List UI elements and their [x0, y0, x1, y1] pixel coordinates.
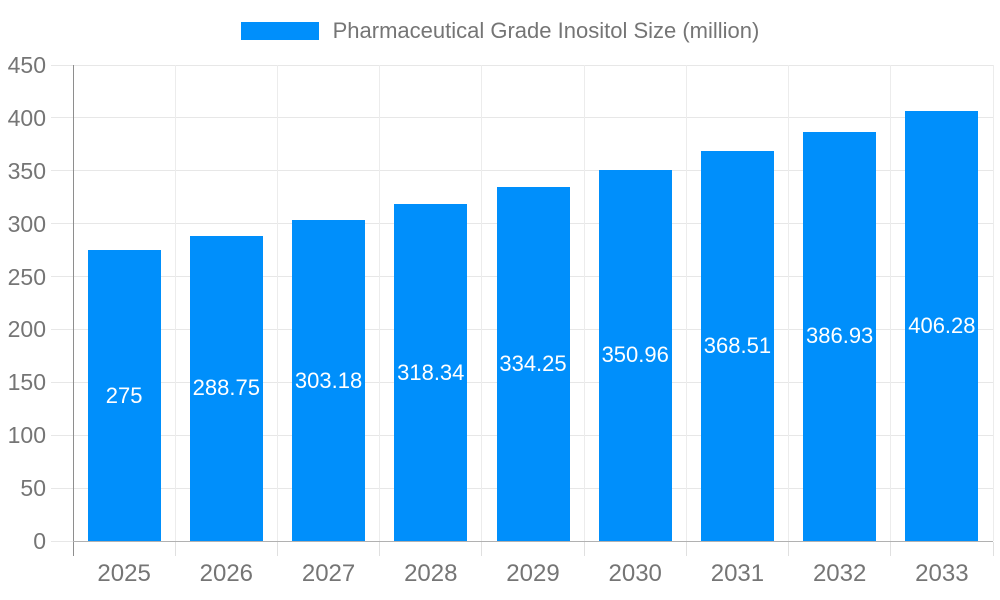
y-gridline: [51, 64, 993, 66]
x-axis-tick-label[interactable]: 2026: [199, 560, 254, 587]
y-axis-tick-label: 450: [7, 52, 46, 78]
y-axis-tick-label: 250: [7, 263, 46, 290]
y-axis-tick-label: 200: [7, 316, 46, 343]
bar-value-label: 303.18: [294, 367, 363, 393]
bar[interactable]: [700, 151, 774, 541]
y-axis-tick-label: 350: [7, 157, 46, 184]
bar-value-label: 334.25: [499, 351, 567, 377]
bar[interactable]: [394, 204, 468, 541]
bar-value-label: 318.34: [397, 359, 465, 385]
bar-value-label: 386.93: [806, 323, 874, 349]
x-gridline: [992, 65, 994, 541]
x-axis-tick-label[interactable]: 2033: [915, 560, 969, 587]
y-axis-tick-label: 50: [20, 475, 46, 502]
x-axis-tick-label[interactable]: 2031: [710, 560, 765, 587]
bar[interactable]: [496, 187, 570, 541]
x-axis-tick: [992, 542, 994, 556]
x-axis-tick-label[interactable]: 2030: [608, 560, 662, 587]
x-axis-tick-label[interactable]: 2025: [97, 560, 151, 587]
bar[interactable]: [87, 250, 161, 541]
y-axis-tick-label: 0: [33, 528, 46, 554]
x-gridline: [685, 65, 687, 541]
legend-swatch: [240, 22, 319, 40]
bar[interactable]: [292, 220, 366, 541]
x-axis-tick: [174, 542, 176, 556]
x-gridline: [174, 65, 176, 541]
x-axis-tick-label[interactable]: 2027: [301, 560, 356, 587]
bar-value-label: 275: [105, 382, 143, 408]
y-gridline: [51, 117, 993, 119]
bar-value-label: 350.96: [601, 342, 669, 368]
bar[interactable]: [905, 111, 979, 541]
legend[interactable]: Pharmaceutical Grade Inositol Size (mill…: [0, 18, 1000, 44]
x-gridline: [379, 65, 381, 541]
x-axis-tick: [685, 542, 687, 556]
y-axis-tick-label: 400: [7, 104, 46, 131]
y-axis-tick-label: 100: [7, 422, 46, 449]
x-axis-tick: [788, 542, 790, 556]
y-gridline: [51, 170, 993, 172]
x-axis-tick: [583, 542, 585, 556]
bar-value-label: 288.75: [192, 375, 260, 401]
x-axis-line: [73, 541, 993, 542]
bar-value-label: 406.28: [908, 313, 976, 339]
x-axis-tick: [481, 542, 483, 556]
x-gridline: [890, 65, 892, 541]
x-axis-tick-label[interactable]: 2029: [506, 560, 560, 587]
y-axis-tick-label: 150: [7, 369, 46, 396]
legend-label: Pharmaceutical Grade Inositol Size (mill…: [332, 18, 760, 43]
x-axis-tick: [379, 542, 381, 556]
y-axis-tick-label: 300: [7, 210, 46, 237]
bar[interactable]: [189, 235, 263, 541]
x-axis-tick: [276, 542, 278, 556]
x-gridline: [276, 65, 278, 541]
y-axis-tick: [51, 540, 73, 542]
x-gridline: [583, 65, 585, 541]
bar[interactable]: [803, 131, 877, 541]
x-gridline: [788, 65, 790, 541]
x-gridline: [481, 65, 483, 541]
x-axis-tick-label[interactable]: 2032: [812, 560, 867, 587]
x-axis-tick-label[interactable]: 2028: [404, 560, 458, 587]
bar[interactable]: [598, 169, 672, 541]
bar-value-label: 368.51: [703, 333, 772, 359]
y-axis-line: [73, 65, 74, 556]
x-axis-tick: [890, 542, 892, 556]
